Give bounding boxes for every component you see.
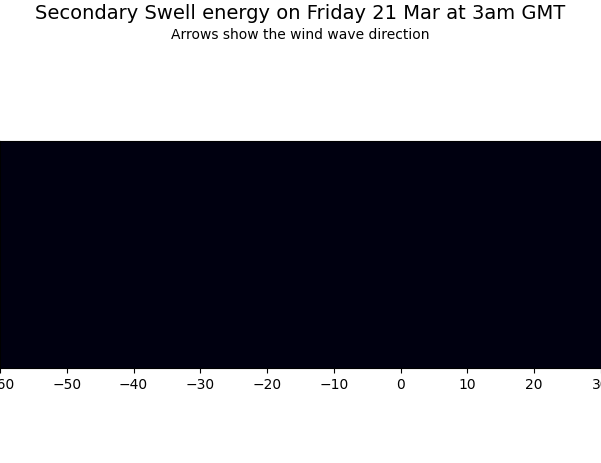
Text: Arrows show the wind wave direction: Arrows show the wind wave direction [171,28,430,42]
Text: Secondary Swell energy on Friday 21 Mar at 3am GMT: Secondary Swell energy on Friday 21 Mar … [35,4,566,24]
